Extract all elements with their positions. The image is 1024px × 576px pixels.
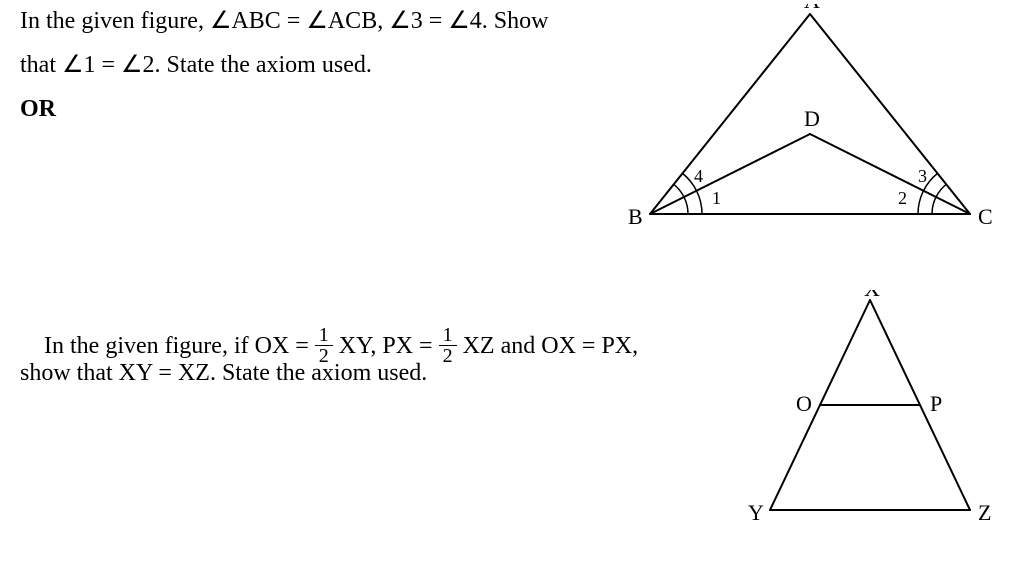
q1-figure: A B C D 1 23 4 (620, 4, 1010, 244)
q2-figure: X Y Z O P (740, 290, 1010, 540)
svg-text:1: 1 (712, 188, 721, 208)
svg-text:2: 2 (898, 188, 907, 208)
or-label: OR (20, 96, 56, 123)
svg-text:3: 3 (918, 166, 927, 186)
svg-text:4: 4 (694, 166, 703, 186)
q2-l1-mid2: XZ and OX = PX, (457, 333, 639, 359)
triangle-abc-diagram: A B C D 1 23 4 (620, 4, 1010, 244)
frac-den: 2 (439, 346, 457, 366)
triangle-xyz-diagram: X Y Z O P (740, 290, 1010, 540)
svg-text:B: B (628, 204, 643, 229)
svg-text:Z: Z (978, 500, 991, 525)
q1-line1: In the given figure, ∠ABC = ∠ACB, ∠3 = ∠… (20, 6, 548, 35)
q2-line2: show that XY = XZ. State the axiom used. (20, 360, 427, 387)
svg-text:D: D (804, 106, 820, 131)
frac-num: 1 (439, 325, 457, 346)
q2-l1-pre: In the given figure, if OX = (44, 333, 315, 359)
svg-text:C: C (978, 204, 993, 229)
q1-line2: that ∠1 = ∠2. State the axiom used. (20, 50, 372, 79)
page: In the given figure, ∠ABC = ∠ACB, ∠3 = ∠… (0, 0, 1024, 576)
svg-text:O: O (796, 391, 812, 416)
svg-text:Y: Y (748, 500, 764, 525)
fraction-half-2: 12 (439, 325, 457, 366)
svg-text:X: X (864, 290, 880, 301)
frac-num: 1 (315, 325, 333, 346)
svg-text:A: A (804, 4, 820, 13)
svg-text:P: P (930, 391, 942, 416)
q2-l1-mid1: XY, PX = (333, 333, 439, 359)
